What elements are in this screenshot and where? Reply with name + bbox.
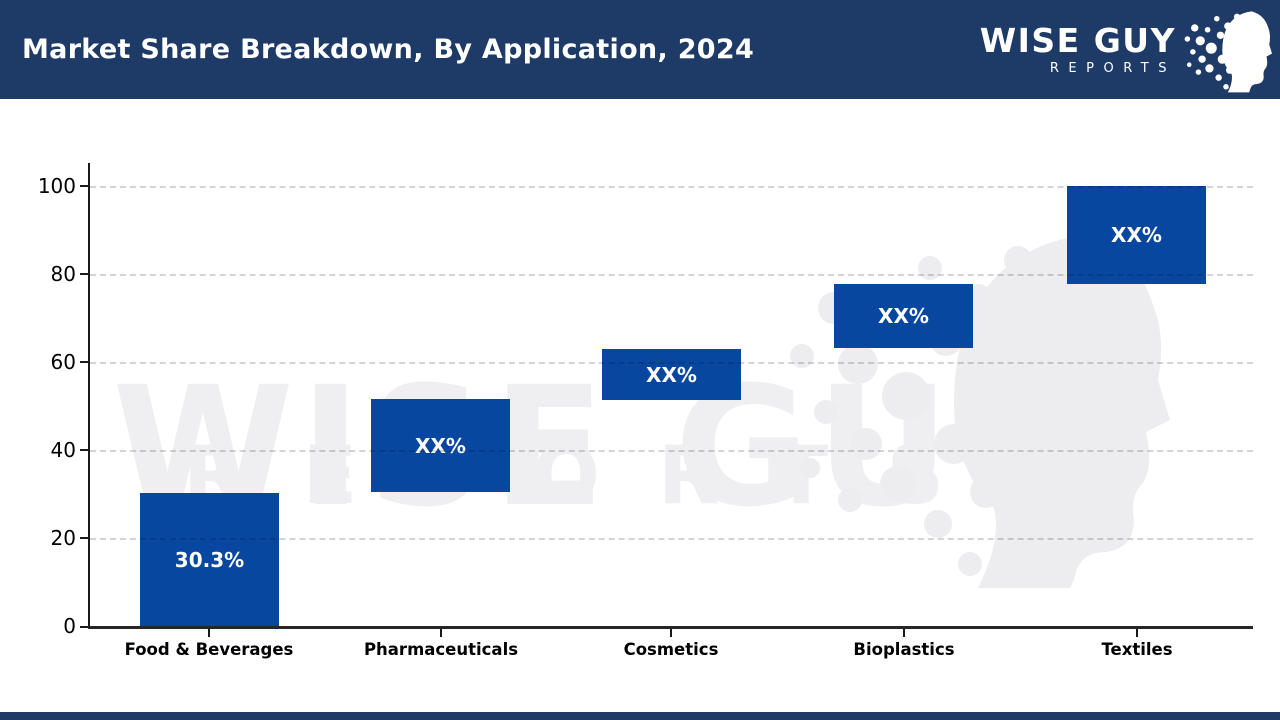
brand-logo: WISE GUY REPORTS — [980, 0, 1272, 99]
x-tick — [208, 629, 210, 637]
bar-pharmaceuticals: XX% — [371, 399, 510, 492]
y-tick — [80, 361, 88, 363]
x-tick — [440, 629, 442, 637]
y-tick-label: 80 — [50, 262, 76, 286]
bar-value-label: XX% — [878, 304, 929, 328]
bar-value-label: 30.3% — [174, 547, 245, 572]
bar-value-label: XX% — [1111, 223, 1162, 247]
y-tick-label: 40 — [50, 438, 76, 462]
bar-food-beverages: 30.3% — [140, 493, 279, 626]
y-tick — [80, 537, 88, 539]
brand-subtitle: REPORTS — [1049, 60, 1176, 76]
x-axis-line — [88, 626, 1253, 629]
gridline-100 — [90, 186, 1253, 188]
brand-name: WISE GUY — [979, 20, 1176, 60]
bar-textiles: XX% — [1067, 186, 1206, 284]
bar-cosmetics: XX% — [602, 349, 741, 400]
x-tick — [903, 629, 905, 637]
bar-value-label: XX% — [415, 433, 466, 458]
x-label-bioplastics: Bioplastics — [853, 640, 955, 659]
footer-bar — [0, 712, 1280, 720]
y-tick-label: 100 — [37, 174, 76, 198]
chart-area: WISE GUY REPORTS 30.3% XX% XX% XX% XX% — [0, 99, 1280, 712]
x-label-pharmaceuticals: Pharmaceuticals — [363, 640, 519, 659]
brand-face-icon — [1184, 10, 1272, 92]
brand-wordmark: WISE GUY REPORTS — [979, 20, 1176, 76]
x-label-food-beverages: Food & Beverages — [124, 640, 294, 659]
gridline-20 — [90, 538, 1253, 540]
y-tick-label: 60 — [50, 350, 76, 374]
y-tick-label: 0 — [63, 614, 76, 638]
y-tick-label: 20 — [50, 526, 76, 550]
gridline-60 — [90, 362, 1253, 364]
gridline-80 — [90, 274, 1253, 276]
y-axis-line — [88, 163, 90, 628]
watermark-subtext: REPORTS — [183, 429, 1003, 522]
watermark-face-icon — [790, 236, 1170, 588]
page-title: Market Share Breakdown, By Application, … — [22, 34, 755, 65]
x-label-textiles: Textiles — [1101, 640, 1173, 659]
y-tick — [80, 273, 88, 275]
y-tick — [80, 449, 88, 451]
y-tick — [80, 185, 88, 187]
x-tick — [670, 629, 672, 637]
bar-bioplastics: XX% — [834, 284, 973, 348]
x-label-cosmetics: Cosmetics — [623, 640, 719, 659]
gridline-40 — [90, 450, 1253, 452]
y-tick — [80, 626, 88, 628]
bar-value-label: XX% — [646, 362, 697, 387]
x-tick — [1136, 629, 1138, 637]
header-banner: Market Share Breakdown, By Application, … — [0, 0, 1280, 99]
